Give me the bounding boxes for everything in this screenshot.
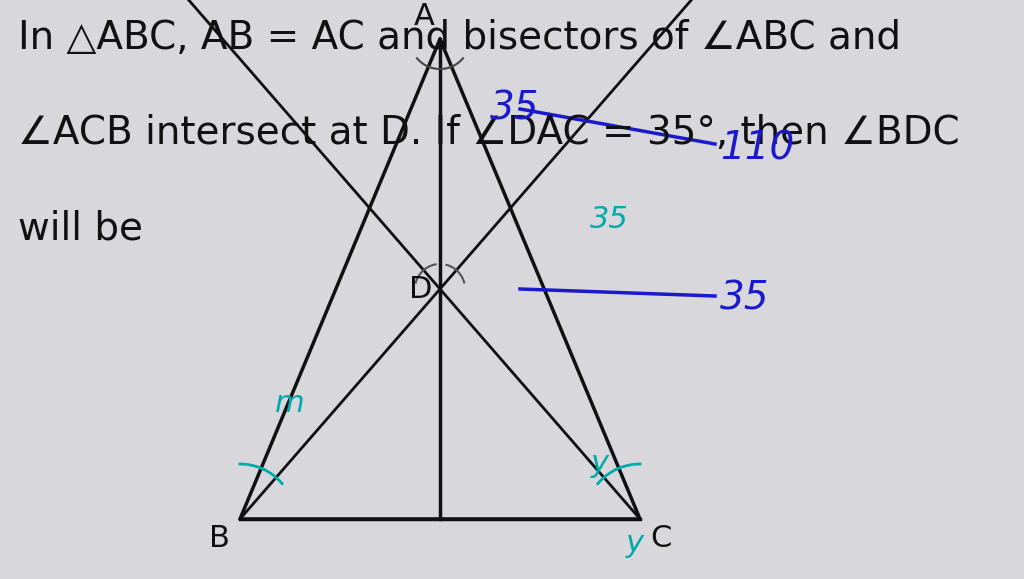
Text: 110: 110	[720, 130, 795, 168]
Text: In △ABC, AB = AC and bisectors of ∠ABC and: In △ABC, AB = AC and bisectors of ∠ABC a…	[18, 19, 901, 57]
Text: will be: will be	[18, 209, 143, 247]
Text: 35: 35	[720, 280, 769, 318]
Text: ∠ACB intersect at D. If ∠DAC = 35°, then ∠BDC: ∠ACB intersect at D. If ∠DAC = 35°, then…	[18, 114, 959, 152]
Text: y: y	[626, 529, 644, 558]
Text: B: B	[209, 524, 230, 553]
Text: A: A	[414, 2, 435, 31]
Text: D: D	[409, 274, 432, 303]
Text: m: m	[275, 390, 305, 419]
Text: 35: 35	[490, 89, 540, 127]
Text: y: y	[591, 449, 609, 478]
Text: 35: 35	[590, 204, 629, 233]
Text: C: C	[650, 524, 672, 553]
